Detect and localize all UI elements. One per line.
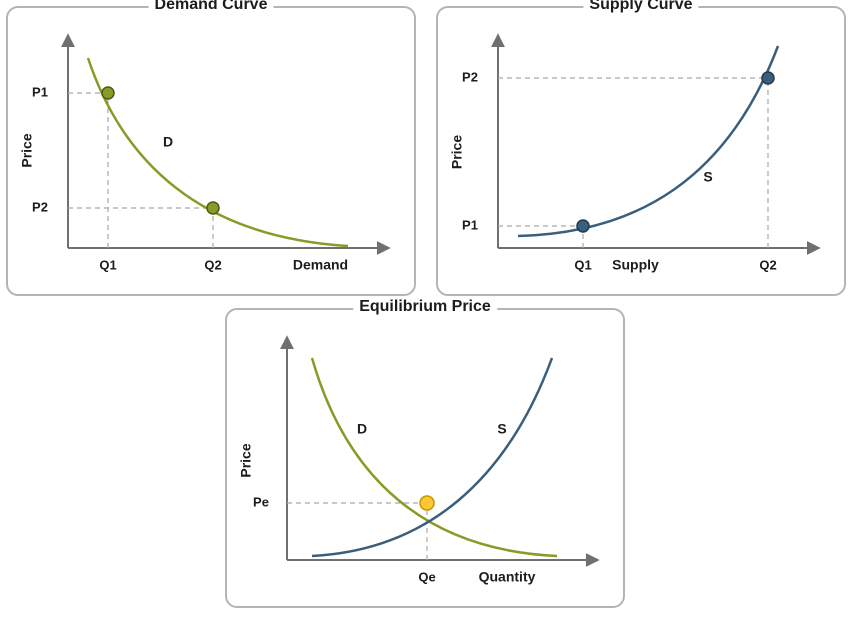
svg-text:S: S xyxy=(497,421,506,437)
svg-text:Price: Price xyxy=(19,133,35,167)
supply-panel: Supply Curve P1P2Q1Q2SSupplyPrice xyxy=(436,6,846,296)
supply-chart: P1 P2 Q1 Q2 S Supply Price xyxy=(438,8,848,298)
svg-text:Pe: Pe xyxy=(253,494,269,509)
svg-text:Quantity: Quantity xyxy=(479,569,536,585)
equilibrium-chart: Pe Qe D S Quantity Price xyxy=(227,310,627,610)
svg-text:Q1: Q1 xyxy=(99,257,116,272)
supply-title: Supply Curve xyxy=(583,0,698,14)
svg-text:Supply: Supply xyxy=(612,257,659,273)
svg-text:D: D xyxy=(163,134,173,150)
svg-text:Price: Price xyxy=(238,443,254,477)
svg-text:P2: P2 xyxy=(462,69,478,84)
svg-text:Demand: Demand xyxy=(293,257,348,273)
svg-text:Qe: Qe xyxy=(418,569,435,584)
svg-text:Q1: Q1 xyxy=(574,257,591,272)
svg-text:P1: P1 xyxy=(462,217,478,232)
equilibrium-title: Equilibrium Price xyxy=(353,298,497,316)
demand-title: Demand Curve xyxy=(149,0,274,14)
svg-text:Q2: Q2 xyxy=(759,257,776,272)
svg-text:D: D xyxy=(357,421,367,437)
svg-text:Q2: Q2 xyxy=(204,257,221,272)
svg-text:P1: P1 xyxy=(32,84,48,99)
equilibrium-panel: Equilibrium Price PeQeDSQuantityPrice xyxy=(225,308,625,608)
svg-text:Price: Price xyxy=(449,135,465,169)
svg-text:S: S xyxy=(703,169,712,185)
demand-panel: Demand Curve P1P2Q1Q2DDemandPrice xyxy=(6,6,416,296)
demand-chart: P1 P2 Q1 Q2 D Demand Price xyxy=(8,8,418,298)
svg-text:P2: P2 xyxy=(32,199,48,214)
